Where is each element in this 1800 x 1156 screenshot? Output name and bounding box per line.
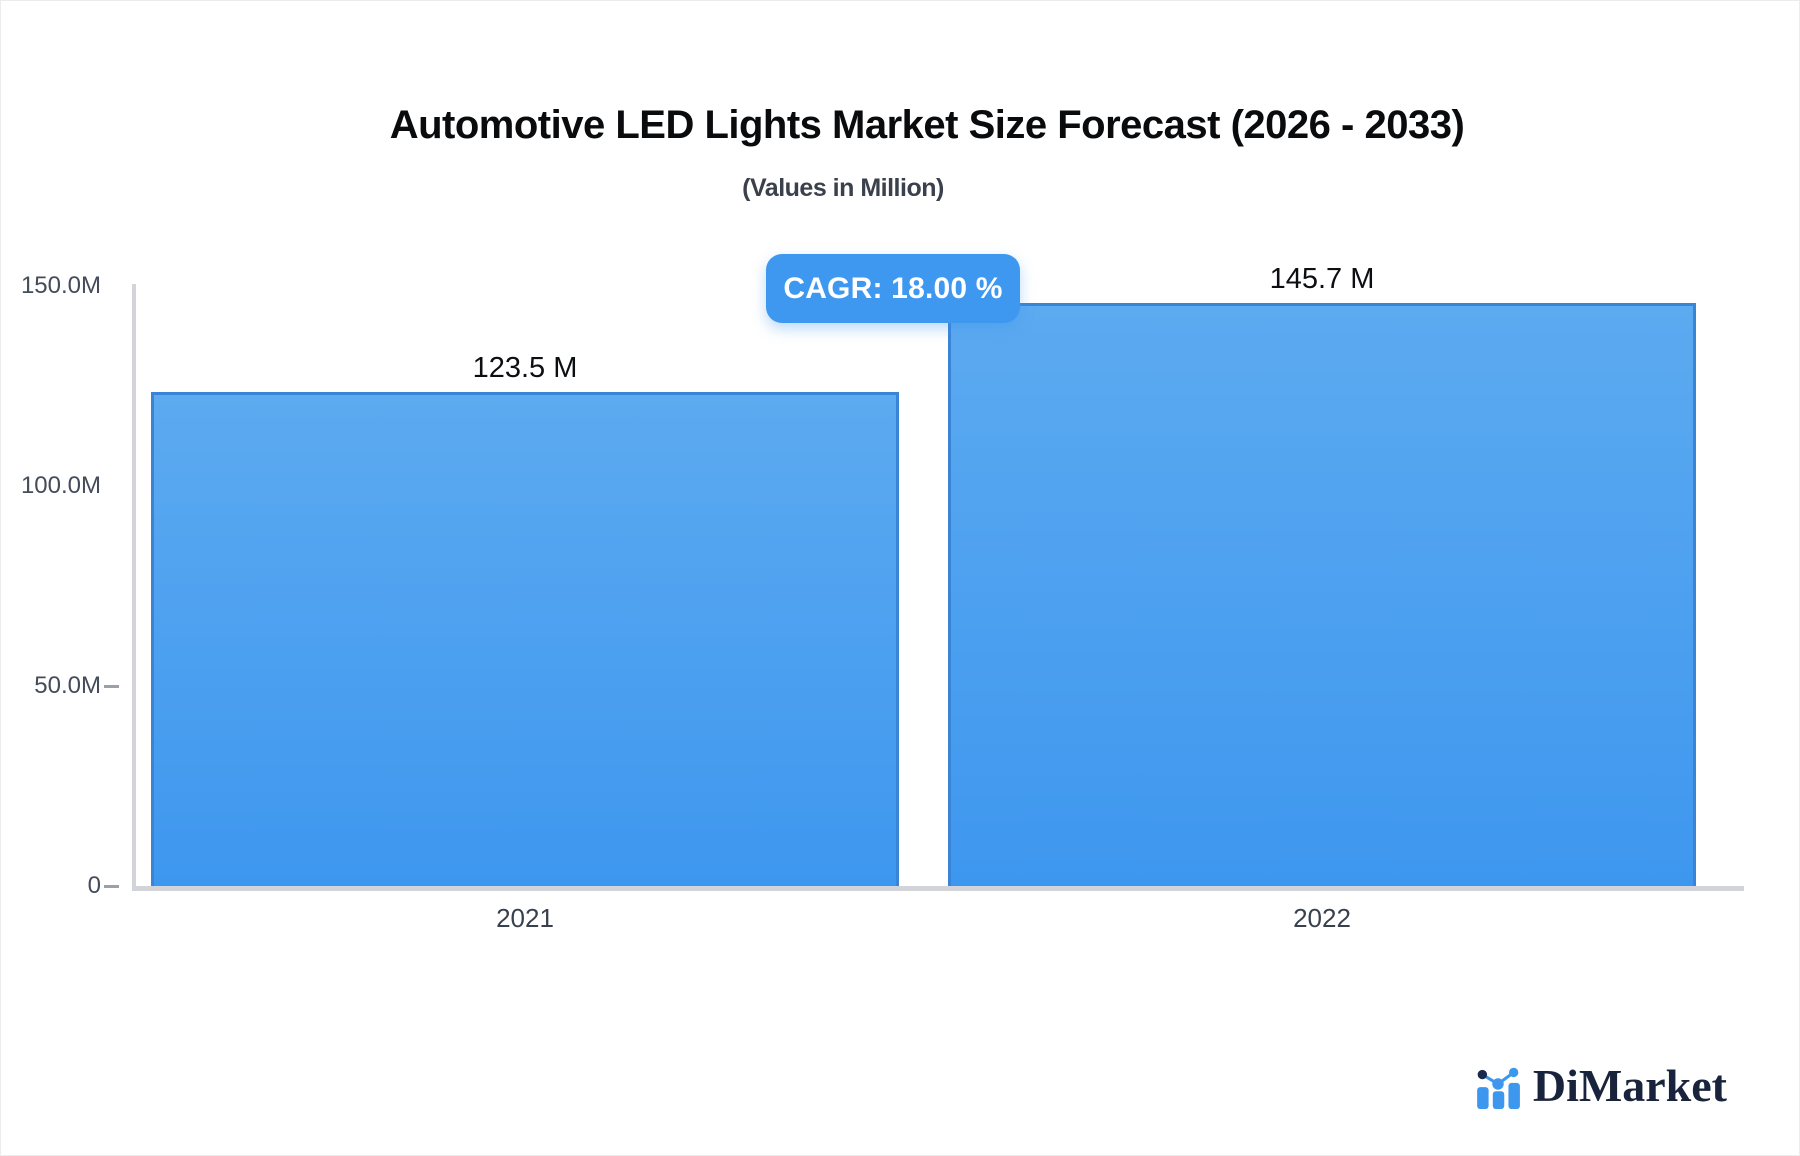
bar	[948, 303, 1696, 886]
chart-title: Automotive LED Lights Market Size Foreca…	[389, 103, 1465, 147]
y-axis-line	[132, 284, 136, 891]
y-axis-tick-label: 150.0M	[20, 272, 101, 299]
cagr-badge: CAGR: 18.00 %	[766, 254, 1020, 323]
y-axis-tick-label: 50.0M	[34, 672, 101, 699]
y-axis-tick-label: 100.0M	[20, 472, 101, 499]
bar-value-label: 145.7 M	[1269, 263, 1375, 296]
y-axis-tick-dash	[104, 685, 119, 688]
mini-bar-chart-logo-icon	[1476, 1067, 1520, 1109]
chart-subtitle: (Values in Million)	[742, 174, 944, 202]
x-axis-line	[132, 886, 1744, 891]
brand-name: DiMarket	[1532, 1060, 1727, 1111]
x-axis-tick-label: 2022	[1293, 903, 1351, 933]
brand-logo: DiMarket	[1475, 1061, 1727, 1109]
bar	[151, 392, 899, 886]
y-axis-tick-label: 0	[87, 872, 101, 899]
y-axis-tick-dash	[104, 885, 119, 888]
x-axis-tick-label: 2021	[496, 903, 554, 933]
bar-value-label: 123.5 M	[472, 352, 578, 384]
